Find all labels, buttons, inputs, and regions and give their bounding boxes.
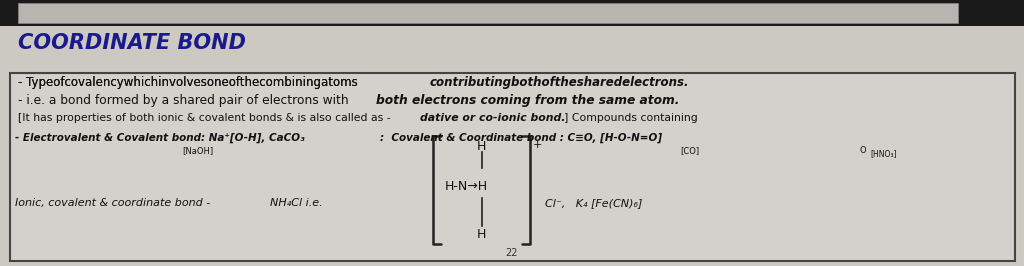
Text: ] Compounds containing: ] Compounds containing [564,113,697,123]
Text: Cl⁻,   K₄ [Fe(CN)₆]: Cl⁻, K₄ [Fe(CN)₆] [545,198,642,208]
FancyBboxPatch shape [0,0,1024,26]
Text: - Typeofcovalencywhichinvolvesoneofthecombiningatoms: - Typeofcovalencywhichinvolvesoneoftheco… [18,76,357,89]
Text: +: + [534,140,543,150]
Text: :  Covalent & Coordinate bond : C≡O, [H-O-N=O]: : Covalent & Coordinate bond : C≡O, [H-O… [380,133,663,143]
Text: contributingbothofthesharedelectrons.: contributingbothofthesharedelectrons. [430,76,689,89]
Text: - Electrovalent & Covalent bond: Na⁺[O-H], CaCO₃: - Electrovalent & Covalent bond: Na⁺[O-H… [15,133,304,143]
Text: - Typeofcovalencywhichinvolvesoneofthecombiningatoms: - Typeofcovalencywhichinvolvesoneoftheco… [18,76,357,89]
Text: [CO]: [CO] [680,146,699,155]
Text: Ionic, covalent & coordinate bond -: Ionic, covalent & coordinate bond - [15,198,210,208]
Text: [HNO₃]: [HNO₃] [870,149,896,158]
Text: [It has properties of both ionic & covalent bonds & is also called as -: [It has properties of both ionic & coval… [18,113,394,123]
Text: H: H [477,228,486,241]
Text: - Typeofcovalencywhichinvolvesoneofthecombiningatomscontributingbothofthesharede: - Typeofcovalencywhichinvolvesoneoftheco… [18,76,586,89]
Text: NH₄Cl i.e.: NH₄Cl i.e. [270,198,323,208]
Text: dative or co-ionic bond.: dative or co-ionic bond. [420,113,565,123]
Text: H-N→H: H-N→H [445,180,488,193]
Text: COORDINATE BOND: COORDINATE BOND [18,33,246,53]
Text: both electrons coming from the same atom.: both electrons coming from the same atom… [376,94,679,107]
Text: [NaOH]: [NaOH] [182,146,213,155]
Text: H: H [477,140,486,153]
FancyBboxPatch shape [18,3,958,23]
Text: O: O [860,146,866,155]
FancyBboxPatch shape [10,73,1015,261]
Text: 22: 22 [506,248,518,258]
Text: - i.e. a bond formed by a shared pair of electrons with: - i.e. a bond formed by a shared pair of… [18,94,352,107]
